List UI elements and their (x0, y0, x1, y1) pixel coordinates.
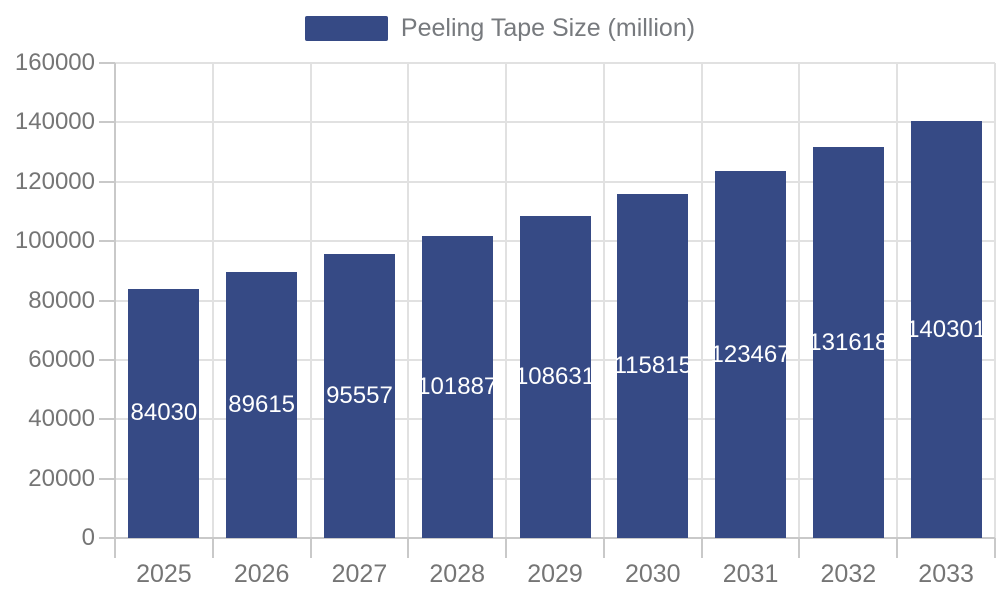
y-axis-line (114, 63, 116, 558)
x-axis-tick (700, 538, 703, 558)
x-axis-tick-label: 2033 (918, 560, 974, 588)
x-axis-tick-label: 2032 (820, 560, 877, 588)
x-axis-tick (994, 538, 996, 558)
x-axis-tick (798, 538, 801, 558)
y-axis-tick (99, 299, 115, 302)
y-axis-tick-label: 20000 (28, 464, 95, 492)
y-axis-tick (99, 358, 115, 361)
y-axis-tick (99, 477, 115, 480)
x-axis-tick (602, 538, 605, 558)
y-axis-tick (99, 121, 115, 124)
y-axis-tick-label: 80000 (28, 286, 95, 314)
bar-2033 (910, 121, 982, 538)
y-axis-tick (99, 240, 115, 243)
x-gridline (700, 63, 703, 538)
y-axis-tick (99, 537, 115, 539)
y-gridline (115, 62, 995, 64)
y-axis-tick-label: 40000 (28, 405, 95, 433)
x-gridline (211, 63, 214, 538)
x-gridline (896, 63, 899, 538)
bar-2031 (715, 171, 787, 538)
x-gridline (602, 63, 605, 538)
y-axis-tick-label: 0 (81, 524, 95, 551)
x-axis-tick-label: 2028 (429, 560, 486, 588)
y-gridline (115, 121, 995, 124)
bar-2028 (421, 235, 493, 538)
x-axis-tick-label: 2026 (233, 560, 290, 588)
x-gridline (505, 63, 508, 538)
bar-2025 (128, 288, 200, 538)
legend[interactable]: Peeling Tape Size (million) (0, 16, 1000, 41)
y-gridline (115, 180, 995, 183)
x-axis-tick (211, 538, 214, 558)
y-axis-tick (99, 180, 115, 183)
x-gridline (994, 63, 996, 538)
bar-2029 (519, 215, 591, 538)
x-axis-tick-label: 2025 (136, 560, 192, 588)
x-axis-tick (896, 538, 899, 558)
legend-label: Peeling Tape Size (million) (400, 14, 696, 42)
x-axis-tick-label: 2029 (527, 560, 583, 588)
y-axis-tick (99, 418, 115, 421)
x-axis-tick (407, 538, 410, 558)
y-axis-tick-label: 100000 (14, 227, 95, 255)
y-axis-tick (99, 62, 115, 64)
x-axis-tick-label: 2030 (624, 560, 681, 588)
bar-2027 (323, 254, 395, 538)
legend-swatch (304, 16, 388, 41)
bar-2032 (812, 147, 884, 538)
y-axis-tick-label: 160000 (14, 49, 95, 76)
x-axis-tick (505, 538, 508, 558)
x-axis-tick (309, 538, 312, 558)
x-gridline (798, 63, 801, 538)
x-axis-line (115, 537, 995, 539)
y-axis-tick-label: 120000 (14, 167, 95, 195)
x-gridline (407, 63, 410, 538)
y-axis-tick-label: 140000 (14, 108, 95, 136)
y-axis-tick-label: 60000 (28, 345, 95, 373)
x-axis-tick-label: 2031 (722, 560, 779, 588)
bar-2026 (226, 271, 298, 538)
x-gridline (309, 63, 312, 538)
x-axis-tick-label: 2027 (331, 560, 388, 588)
bar-2030 (617, 194, 689, 538)
